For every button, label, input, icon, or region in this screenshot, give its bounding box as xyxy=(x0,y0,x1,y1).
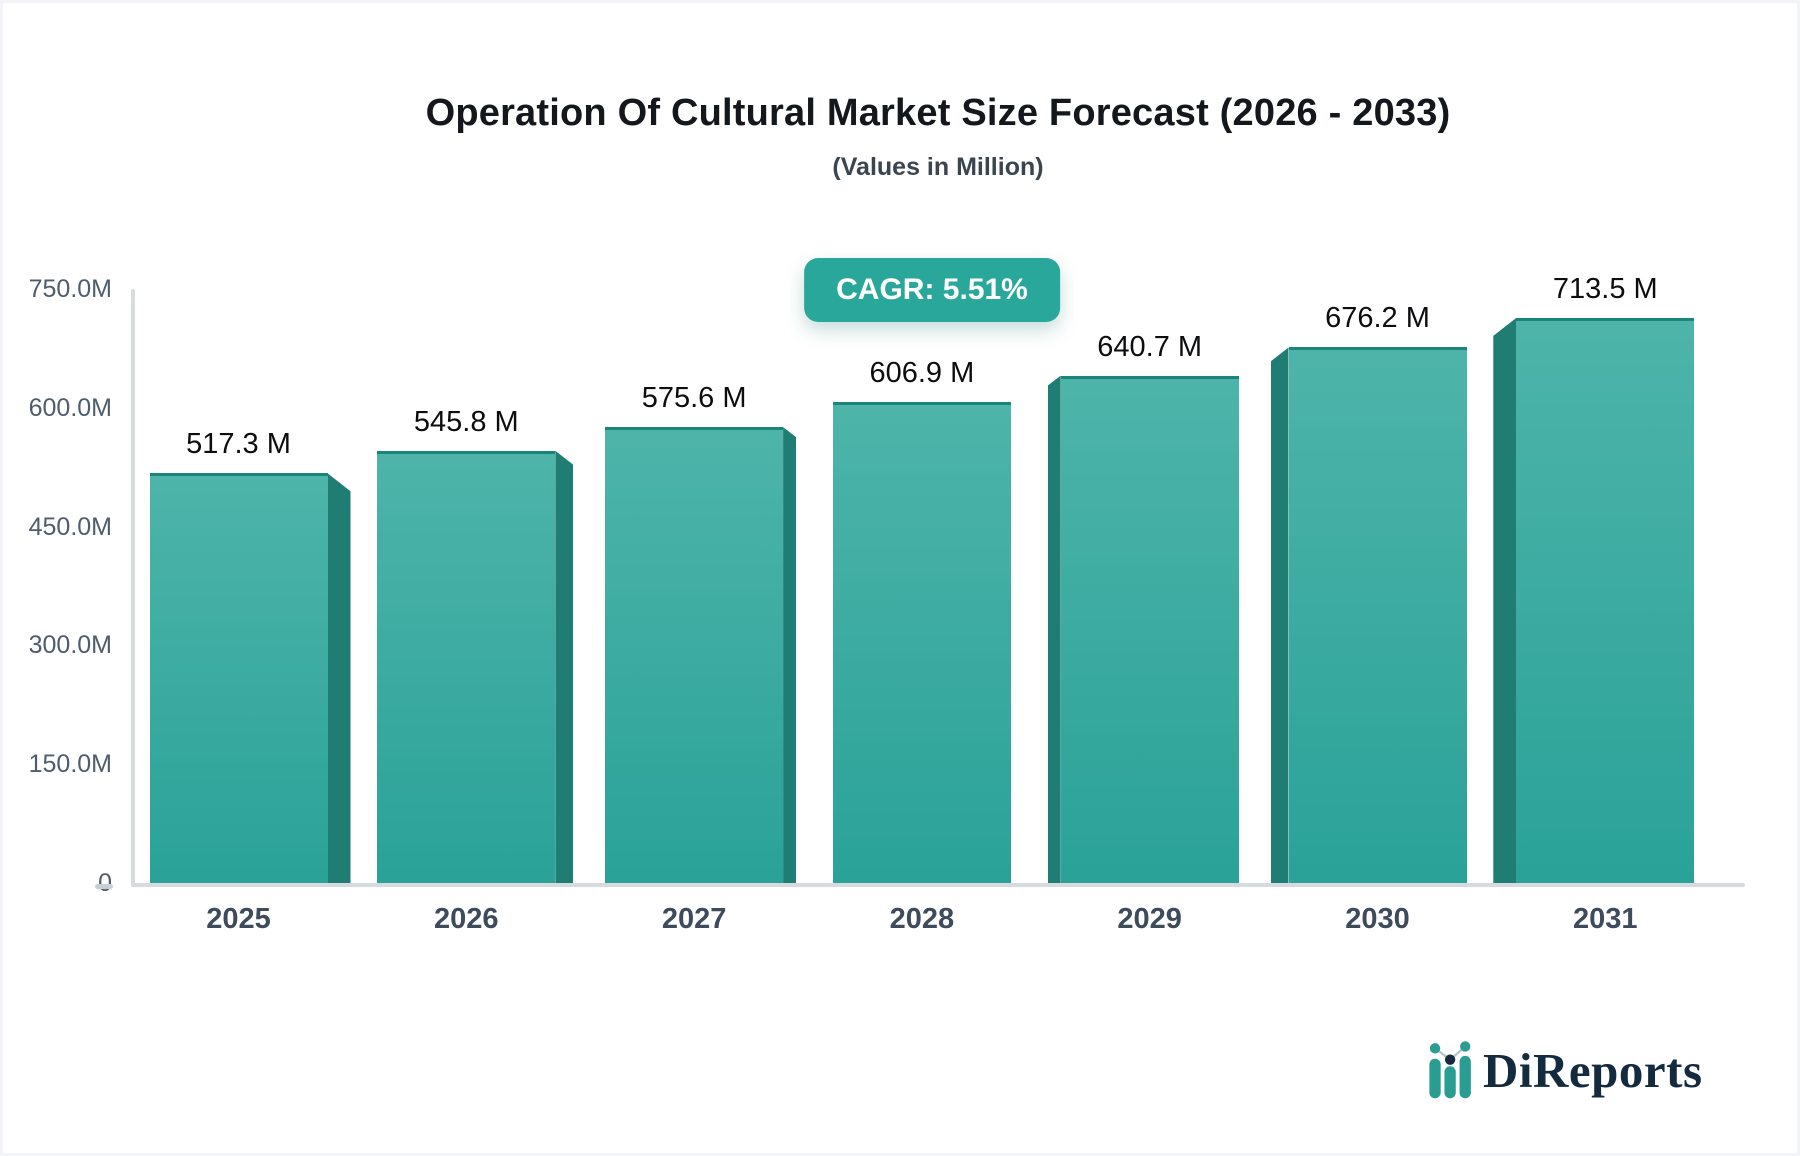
y-axis-line xyxy=(131,289,135,887)
y-axis-tick-label: 300.0M xyxy=(28,631,112,660)
y-axis-zero-tick xyxy=(95,884,113,889)
y-axis-tick-label: 600.0M xyxy=(28,393,112,422)
bar-3d-side xyxy=(783,427,797,883)
bar xyxy=(1516,317,1695,883)
bar xyxy=(377,450,556,883)
bar-value-label: 545.8 M xyxy=(413,405,519,438)
y-axis-tick-label: 450.0M xyxy=(28,512,112,541)
bar xyxy=(832,402,1011,883)
bar-3d-side xyxy=(555,450,574,883)
cagr-badge-label: CAGR: 5.51% xyxy=(836,273,1028,306)
bar xyxy=(605,427,784,883)
x-axis-tick-label: 2026 xyxy=(434,903,499,935)
bar-3d-side xyxy=(1270,347,1289,883)
bar xyxy=(1060,375,1239,883)
mini-bar-chart-icon xyxy=(1429,1041,1471,1099)
cagr-badge: CAGR: 5.51% xyxy=(804,258,1060,322)
bar-3d-side xyxy=(1047,375,1061,883)
logo-text: DiReports xyxy=(1483,1043,1703,1098)
bar-value-label: 713.5 M xyxy=(1552,272,1658,305)
y-axis-tick-label: 150.0M xyxy=(28,750,112,779)
x-axis-tick-label: 2028 xyxy=(889,903,955,935)
x-axis-tick-label: 2025 xyxy=(206,903,271,935)
bar-3d-side xyxy=(327,473,351,883)
chart-subtitle: (Values in Million) xyxy=(832,153,1044,181)
bar-value-label: 676.2 M xyxy=(1325,302,1430,335)
bar-value-label: 640.7 M xyxy=(1097,330,1203,363)
y-axis-tick-label: 0 xyxy=(98,869,112,897)
bar xyxy=(1288,347,1467,883)
direports-logo: DiReports xyxy=(1427,1038,1703,1104)
chart-title: Operation Of Cultural Market Size Foreca… xyxy=(425,92,1451,134)
x-axis-tick-label: 2031 xyxy=(1573,903,1638,935)
bar-value-label: 575.6 M xyxy=(641,382,747,415)
x-axis-tick-label: 2027 xyxy=(661,903,727,935)
bar-3d-side xyxy=(1493,317,1517,883)
x-axis-tick-label: 2029 xyxy=(1117,903,1182,935)
x-axis-line xyxy=(131,883,1745,887)
chart-header: Operation Of Cultural Market Size Foreca… xyxy=(131,92,1745,182)
x-axis-tick-label: 2030 xyxy=(1345,903,1410,935)
y-axis-tick-label: 750.0M xyxy=(28,275,112,303)
bar-value-label: 606.9 M xyxy=(869,357,975,390)
bar-value-label: 517.3 M xyxy=(186,428,291,461)
bar xyxy=(149,473,328,883)
